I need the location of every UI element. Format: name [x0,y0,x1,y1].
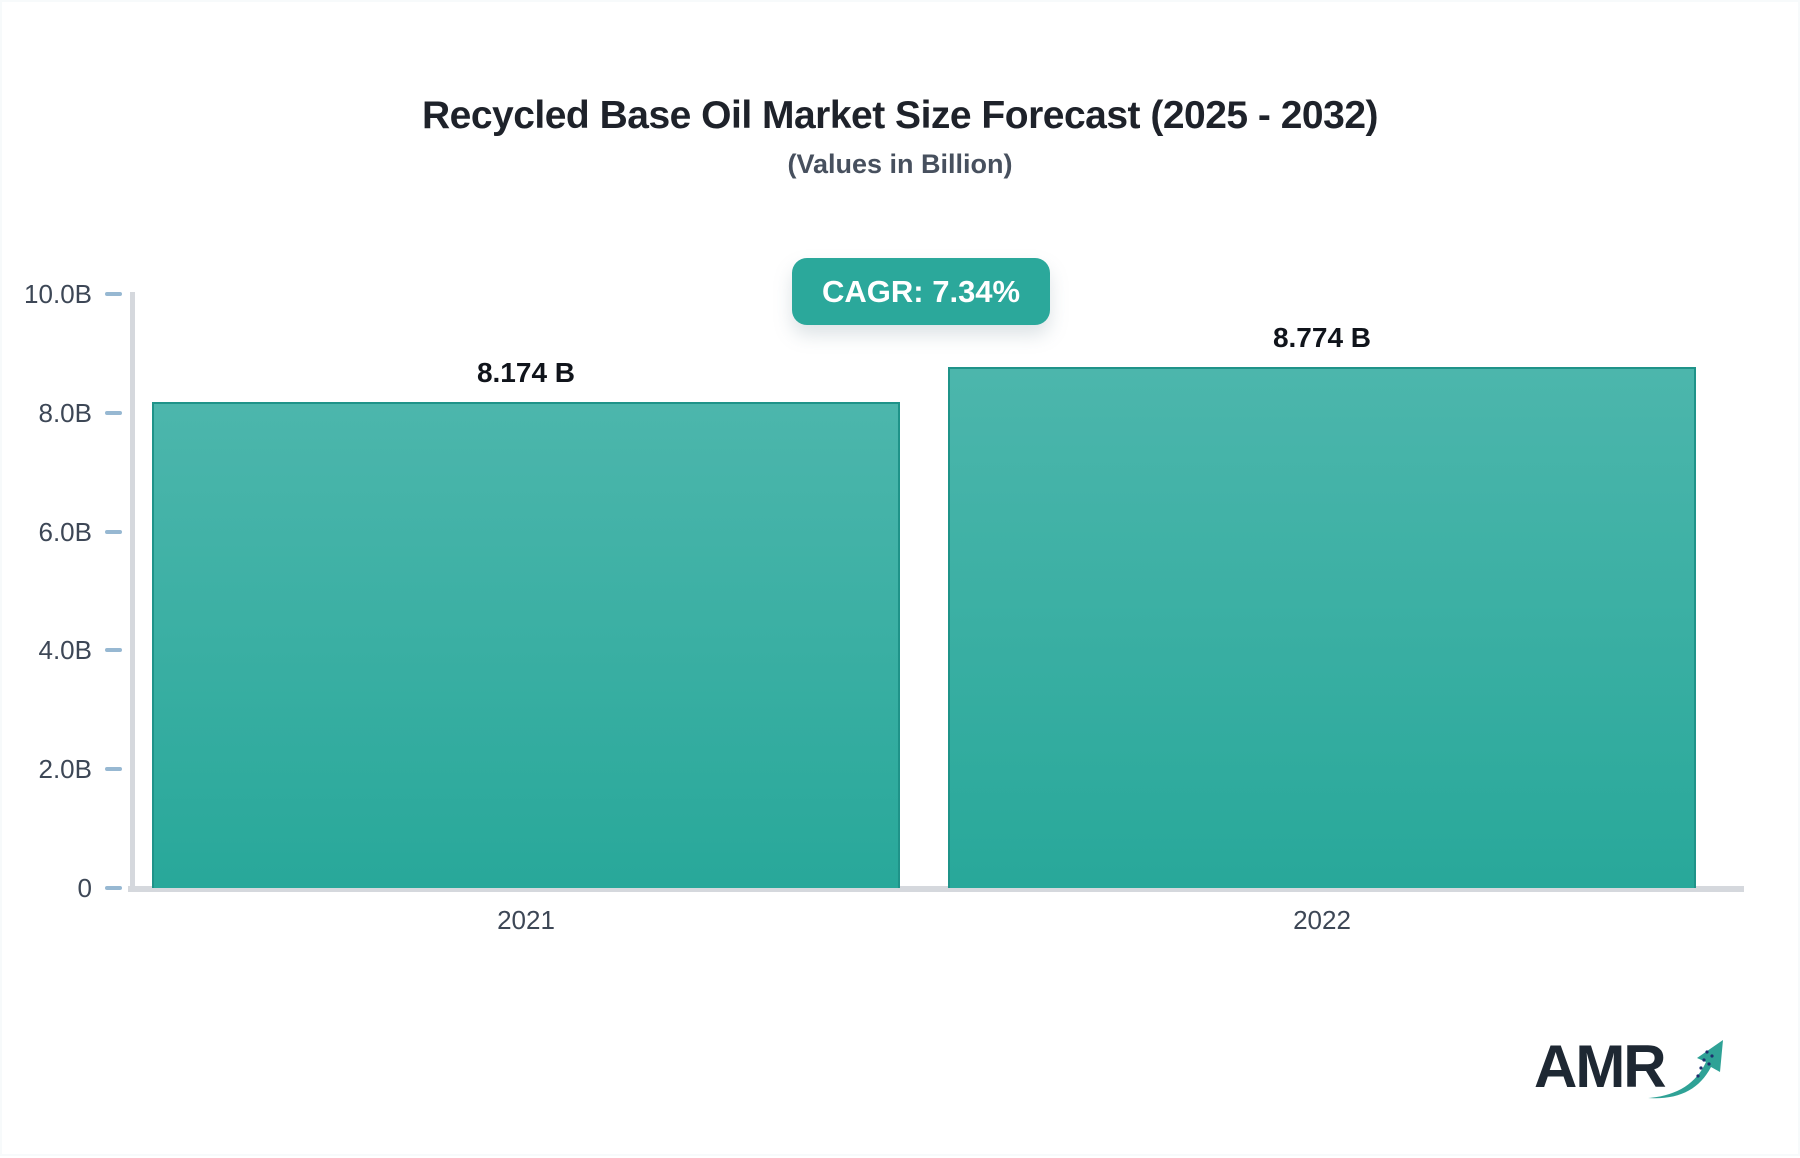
bar-2021 [152,402,900,888]
y-tick-mark [105,886,122,890]
x-axis-label: 2022 [1293,905,1351,935]
y-tick-label: 10.0B [24,279,92,309]
y-tick-label: 2.0B [38,754,93,785]
x-axis-baseline [128,886,1744,892]
y-tick-mark [105,648,122,653]
bar-2022 [948,366,1696,888]
bar-value-label: 8.774 B [1272,321,1372,353]
y-tick-mark [105,292,122,296]
logo-text: AMR [1534,1033,1667,1100]
y-axis-line [130,292,135,889]
y-tick-mark [105,767,122,772]
x-axis-label: 2021 [497,905,555,935]
y-tick-mark [105,529,122,534]
amr-logo: AMR [1534,1032,1734,1122]
y-tick-label: 0 [77,873,92,903]
y-tick-label: 8.0B [38,397,93,428]
y-tick-label: 4.0B [38,635,93,666]
bar-value-label: 8.174 B [476,357,576,389]
cagr-badge: CAGR: 7.34% [792,258,1051,325]
chart-subtitle: (Values in Billion) [787,149,1013,179]
y-tick-label: 6.0B [38,516,93,547]
logo-arrow-icon [1648,1040,1723,1099]
y-tick-mark [105,410,122,415]
chart-title: Recycled Base Oil Market Size Forecast (… [421,94,1379,137]
